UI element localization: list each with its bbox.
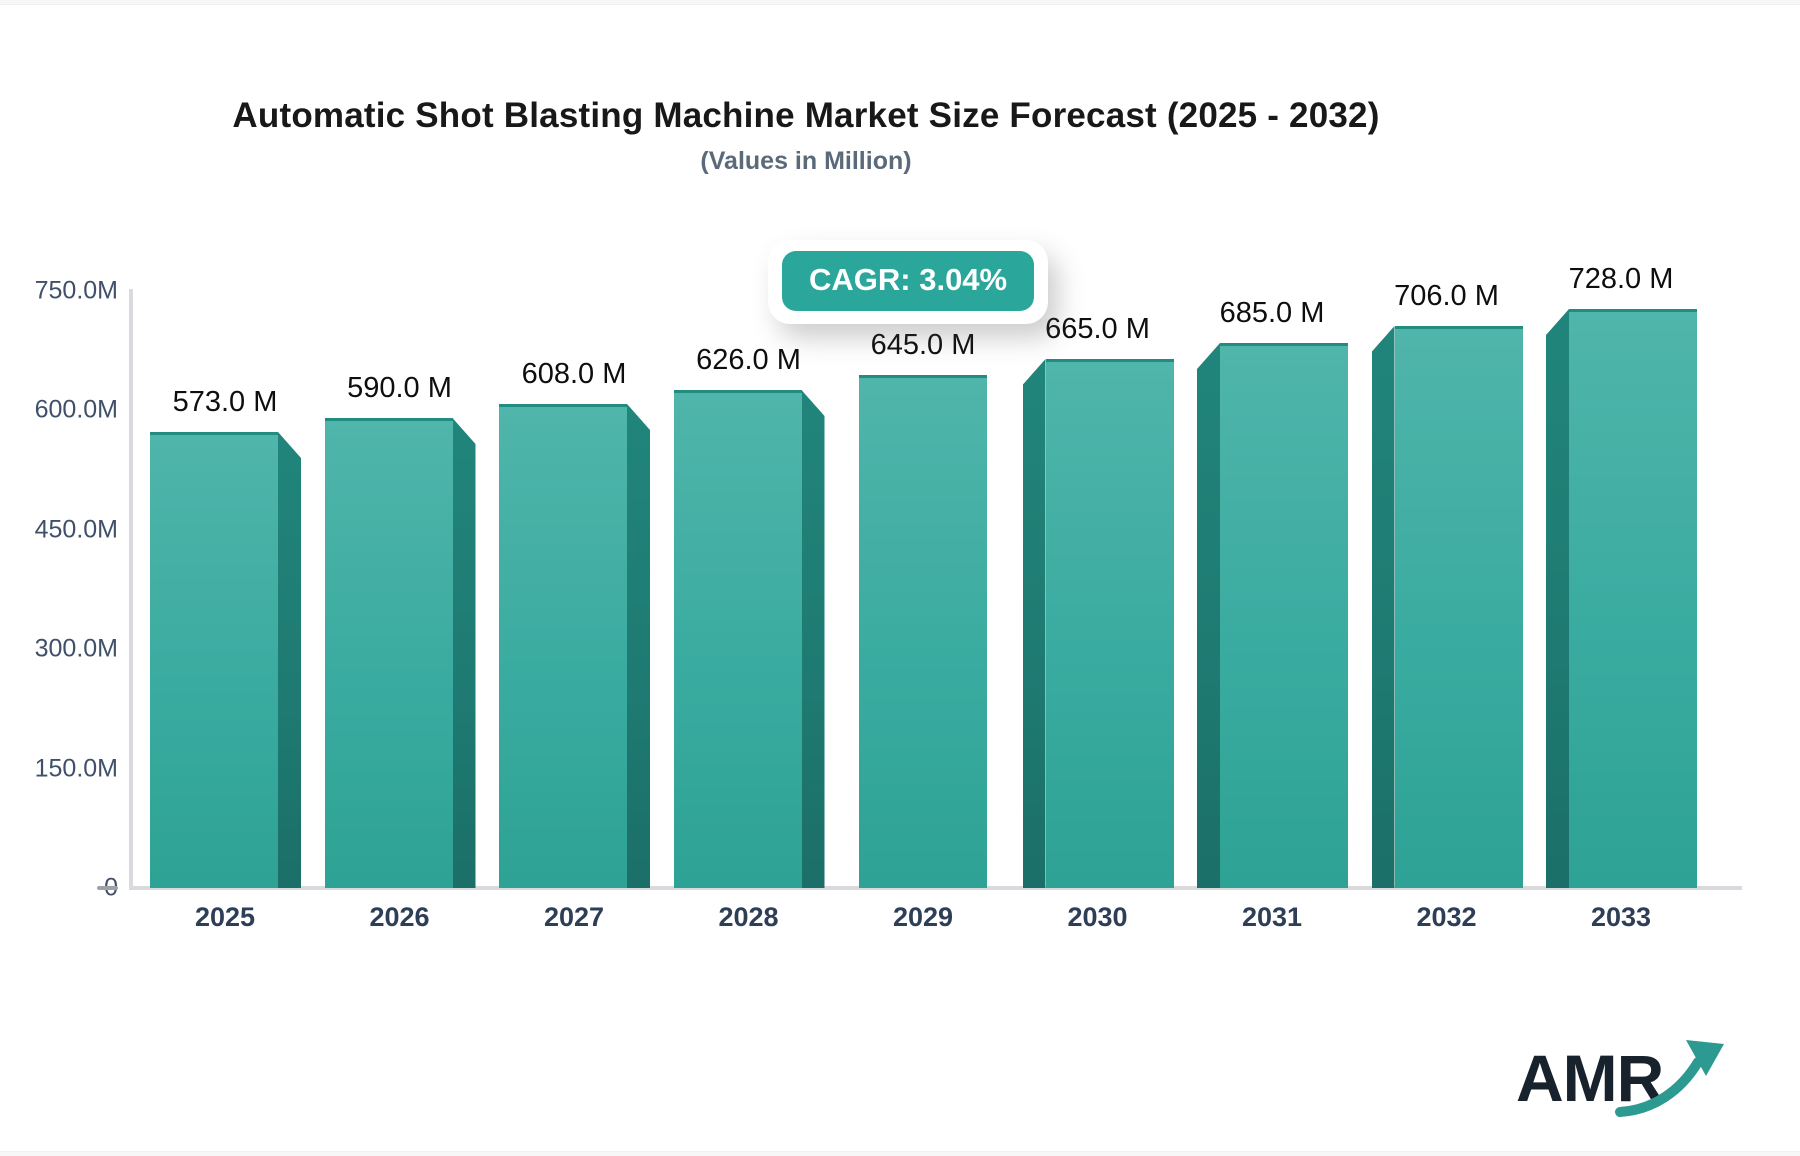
- x-axis-label-2030: 2030: [1067, 902, 1128, 932]
- y-axis-tick-300: 300.0M: [34, 634, 118, 663]
- bar-face: [499, 404, 627, 888]
- y-axis-tick-600: 600.0M: [34, 395, 118, 424]
- amr-logo: AMR: [1516, 1028, 1746, 1128]
- chart-title: Automatic Shot Blasting Machine Market S…: [232, 96, 1380, 135]
- y-axis-tick-450: 450.0M: [34, 515, 118, 544]
- bar-side-face: [1022, 359, 1046, 888]
- bar-side-face: [627, 404, 650, 888]
- amr-logo-text: AMR: [1516, 1041, 1664, 1115]
- bar-side-face: [452, 418, 476, 888]
- x-axis-label-2026: 2026: [369, 902, 430, 932]
- bar-value-label-2029: 645.0 M: [870, 329, 976, 361]
- growth-arrow-icon: [1615, 1040, 1724, 1117]
- bar-2028: 626.0 M: [673, 344, 825, 888]
- bar-face: [1045, 359, 1174, 888]
- bar-side-face: [278, 432, 301, 888]
- x-axis-label-2032: 2032: [1416, 902, 1477, 932]
- bar-2030: 665.0 M: [1022, 313, 1174, 888]
- x-axis-label-2027: 2027: [543, 902, 605, 932]
- bar-2027: 608.0 M: [499, 358, 650, 888]
- bar-face: [1394, 326, 1523, 888]
- bar-value-label-2025: 573.0 M: [172, 386, 278, 418]
- bar-value-label-2031: 685.0 M: [1219, 297, 1325, 329]
- x-axis-label-2028: 2028: [718, 902, 779, 932]
- bar-value-label-2027: 608.0 M: [521, 358, 627, 390]
- bar-face: [1569, 309, 1697, 888]
- bar-2026: 590.0 M: [324, 372, 476, 888]
- x-axis-label-2033: 2033: [1590, 902, 1652, 932]
- bar-face: [859, 375, 987, 888]
- bar-side-face: [801, 390, 825, 888]
- chart-subtitle: (Values in Million): [700, 147, 912, 175]
- x-axis-line: [129, 886, 1742, 890]
- bar-side-face: [1197, 343, 1220, 888]
- bar-2032: 706.0 M: [1371, 280, 1523, 888]
- y-axis-tick-150: 150.0M: [34, 754, 118, 783]
- x-axis-label-2025: 2025: [194, 902, 256, 932]
- bar-value-label-2026: 590.0 M: [347, 372, 452, 404]
- bar-value-label-2030: 665.0 M: [1045, 313, 1150, 345]
- bar-2025: 573.0 M: [150, 386, 301, 888]
- cagr-badge: CAGR: 3.04%: [782, 251, 1035, 311]
- zero-tick-mark: [97, 886, 118, 890]
- y-axis-line: [129, 289, 133, 890]
- y-axis-tick-750: 750.0M: [34, 276, 118, 305]
- bar-2031: 685.0 M: [1197, 297, 1348, 888]
- bottom-edge-strip: [0, 1151, 1800, 1156]
- cagr-card: CAGR: 3.04%: [768, 240, 1049, 324]
- bar-face: [673, 390, 802, 888]
- bar-face: [150, 432, 278, 888]
- bar-value-label-2033: 728.0 M: [1568, 263, 1674, 295]
- x-axis-label-2029: 2029: [892, 902, 954, 932]
- bar-value-label-2032: 706.0 M: [1394, 280, 1499, 312]
- bar-2029: 645.0 M: [848, 329, 998, 888]
- bar-face: [324, 418, 453, 888]
- bar-2033: 728.0 M: [1546, 263, 1697, 888]
- bar-side-face: [1371, 326, 1395, 888]
- bar-side-face: [1546, 309, 1569, 888]
- top-edge-strip: [0, 0, 1800, 5]
- bar-value-label-2028: 626.0 M: [696, 344, 801, 376]
- bar-face: [1220, 343, 1348, 888]
- x-axis-label-2031: 2031: [1241, 902, 1303, 932]
